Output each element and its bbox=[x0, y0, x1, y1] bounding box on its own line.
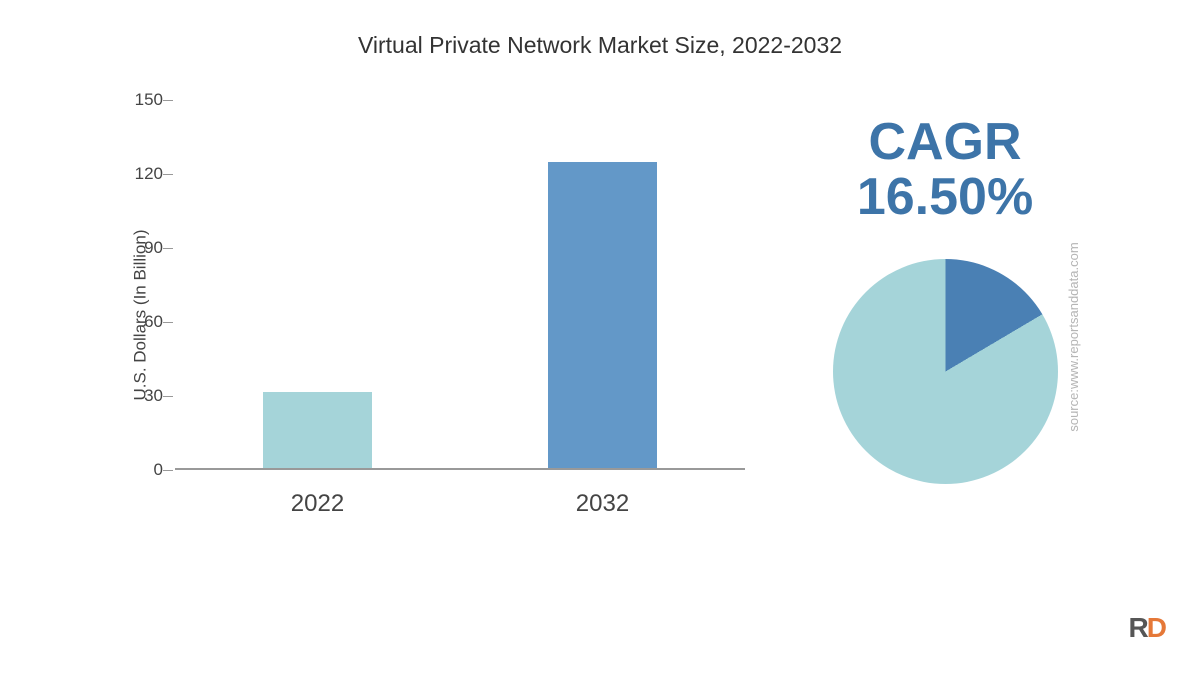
cagr-value: 16.50% bbox=[790, 170, 1100, 225]
y-tick-label: 150 bbox=[135, 90, 163, 110]
y-tick bbox=[163, 396, 173, 397]
y-tick-label: 120 bbox=[135, 164, 163, 184]
logo-r: R bbox=[1129, 612, 1147, 643]
y-tick-label: 30 bbox=[144, 386, 163, 406]
y-tick-label: 60 bbox=[144, 312, 163, 332]
y-tick bbox=[163, 174, 173, 175]
source-attribution: source:www.reportsanddata.com bbox=[1066, 242, 1081, 431]
pie-chart bbox=[790, 259, 1100, 484]
bar bbox=[548, 162, 656, 468]
x-axis-label: 2032 bbox=[576, 490, 629, 518]
cagr-label: CAGR bbox=[790, 115, 1100, 170]
y-tick bbox=[163, 100, 173, 101]
y-tick bbox=[163, 322, 173, 323]
bar-chart: U.S. Dollars (In Billion) 03060901201502… bbox=[125, 100, 745, 530]
plot-area: 030609012015020222032 bbox=[175, 100, 745, 470]
pie-graphic bbox=[833, 259, 1058, 484]
logo: RD bbox=[1129, 612, 1165, 644]
bar bbox=[263, 392, 371, 468]
y-tick bbox=[163, 248, 173, 249]
cagr-panel: CAGR 16.50% bbox=[790, 115, 1100, 484]
logo-d: D bbox=[1147, 612, 1165, 643]
y-tick-label: 0 bbox=[154, 460, 163, 480]
chart-title: Virtual Private Network Market Size, 202… bbox=[0, 0, 1200, 59]
y-tick-label: 90 bbox=[144, 238, 163, 258]
y-tick bbox=[163, 470, 173, 471]
x-axis-label: 2022 bbox=[291, 490, 344, 518]
